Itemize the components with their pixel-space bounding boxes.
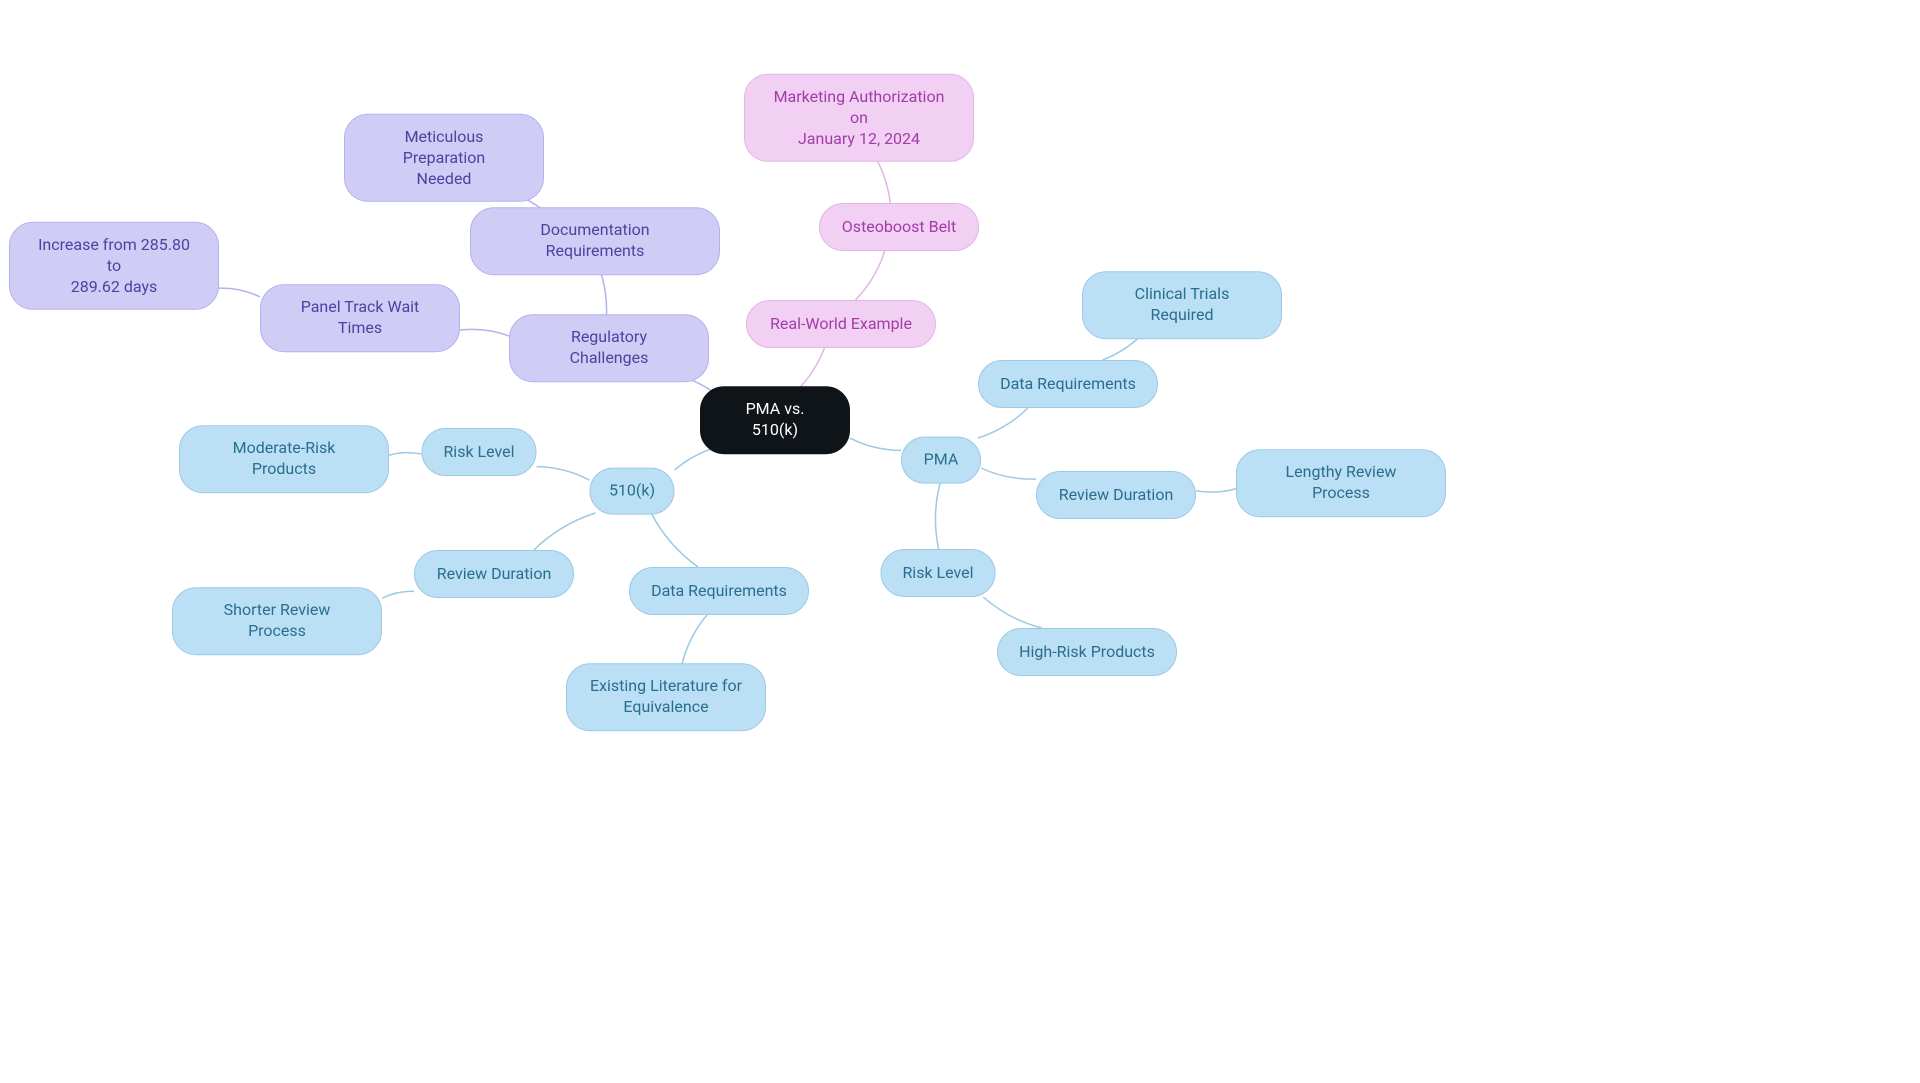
edge-layer <box>0 0 1920 1083</box>
node-pma-highrisk: High-Risk Products <box>997 628 1177 676</box>
node-510k: 510(k) <box>590 468 675 515</box>
node-pma-review: Review Duration <box>1036 471 1196 519</box>
edge-pma-review-pma-lengthy <box>1196 489 1236 493</box>
node-mkt: Marketing Authorization on January 12, 2… <box>744 74 974 162</box>
edge-510k-510-review <box>534 513 596 550</box>
edge-real-osteo <box>855 251 884 300</box>
node-510-data: Data Requirements <box>629 567 809 615</box>
node-510-mod: Moderate-Risk Products <box>179 425 389 493</box>
edge-pma-risk-pma-highrisk <box>983 597 1041 628</box>
node-pma-risk: Risk Level <box>881 549 996 597</box>
edge-510-review-510-short <box>382 591 414 598</box>
node-reg: Regulatory Challenges <box>509 314 709 382</box>
edge-reg-reg-panel <box>460 329 509 336</box>
node-pma-data: Data Requirements <box>978 360 1158 408</box>
edge-510k-510-risk <box>537 467 590 481</box>
node-pma: PMA <box>901 437 981 484</box>
edge-pma-pma-data <box>978 408 1028 438</box>
node-pma-trials: Clinical Trials Required <box>1082 271 1282 339</box>
node-510-lit: Existing Literature for Equivalence <box>566 663 766 731</box>
node-510-short: Shorter Review Process <box>172 587 382 655</box>
edge-root-pma <box>850 438 901 450</box>
edge-510-data-510-lit <box>682 615 708 666</box>
node-510-review: Review Duration <box>414 550 574 598</box>
edge-reg-panel-reg-days <box>219 288 260 297</box>
node-pma-lengthy: Lengthy Review Process <box>1236 449 1446 517</box>
edge-510-risk-510-mod <box>389 453 422 456</box>
node-510-risk: Risk Level <box>422 428 537 476</box>
edge-pma-pma-risk <box>935 482 940 549</box>
node-real: Real-World Example <box>746 300 936 348</box>
node-root: PMA vs. 510(k) <box>700 386 850 454</box>
node-reg-panel: Panel Track Wait Times <box>260 284 460 352</box>
edge-510k-510-data <box>651 513 698 567</box>
edge-pma-pma-review <box>981 468 1036 479</box>
node-osteo: Osteoboost Belt <box>819 203 979 251</box>
node-reg-doc: Documentation Requirements <box>470 207 720 275</box>
node-reg-days: Increase from 285.80 to 289.62 days <box>9 222 219 310</box>
node-reg-metic: Meticulous Preparation Needed <box>344 114 544 202</box>
